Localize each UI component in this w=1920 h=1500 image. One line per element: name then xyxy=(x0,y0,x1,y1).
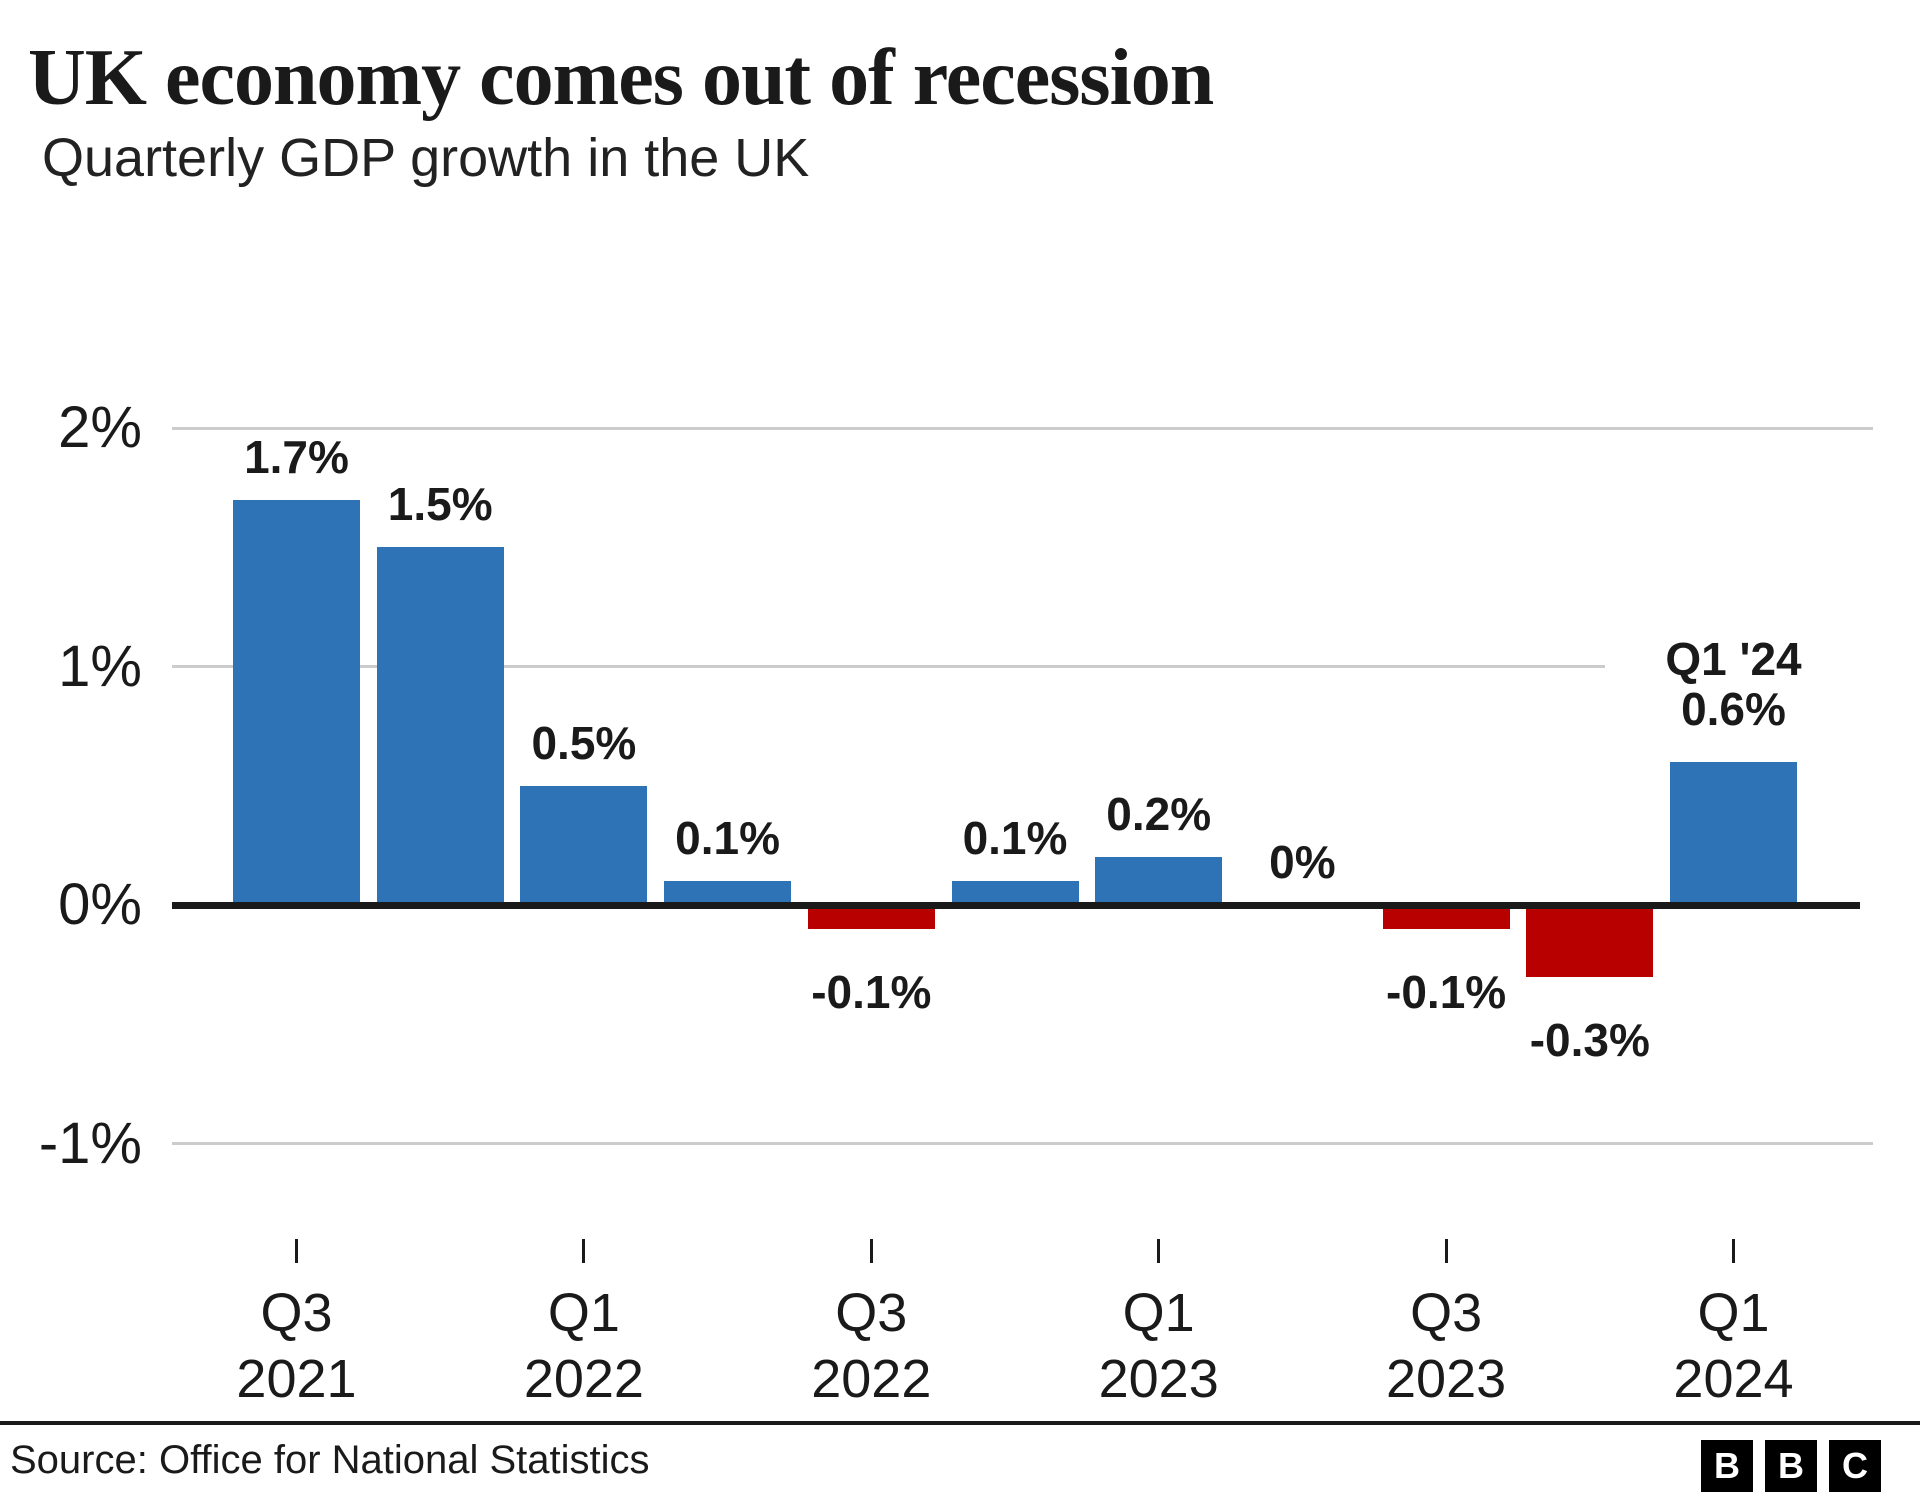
y-axis-label: 2% xyxy=(58,395,142,460)
bbc-logo-letter-c: C xyxy=(1829,1440,1881,1492)
bar-positive xyxy=(664,881,792,905)
y-axis-label: 0% xyxy=(58,872,142,937)
bar-positive xyxy=(1095,857,1223,905)
bar-value-label: 0% xyxy=(1257,837,1348,887)
x-axis-tick xyxy=(1444,1239,1448,1263)
bar-negative xyxy=(1382,905,1510,929)
x-axis-label: Q3 2021 xyxy=(236,1283,357,1409)
bbc-logo: B B C xyxy=(1701,1440,1881,1492)
bar-value-label: 0.2% xyxy=(1094,789,1224,840)
x-axis-tick xyxy=(869,1239,873,1263)
bar-positive xyxy=(376,547,504,905)
bar-positive xyxy=(520,785,648,905)
bar-value-label: -0.1% xyxy=(799,966,944,1017)
bar-positive xyxy=(233,499,360,905)
bar-value-label: -0.1% xyxy=(1374,966,1519,1017)
source-text: Source: Office for National Statistics xyxy=(10,1438,650,1482)
zero-axis-line xyxy=(172,902,1860,909)
bar-value-label: 1.7% xyxy=(232,431,361,482)
x-axis-tick xyxy=(295,1239,298,1263)
bar-value-label: 0.5% xyxy=(519,717,649,768)
bbc-logo-letter-b2: B xyxy=(1765,1440,1817,1492)
y-axis-label: -1% xyxy=(38,1110,142,1176)
x-axis-label: Q1 2022 xyxy=(523,1283,644,1409)
gridline--1% xyxy=(172,1142,1873,1145)
x-axis-tick xyxy=(1157,1239,1161,1263)
x-axis-label: Q1 2024 xyxy=(1673,1283,1794,1409)
bar-positive xyxy=(1670,761,1797,905)
bar-value-label: -0.3% xyxy=(1517,1014,1662,1065)
x-axis-tick xyxy=(582,1239,586,1263)
bar-negative xyxy=(807,905,935,929)
bar-positive xyxy=(951,881,1079,905)
gridline-2% xyxy=(172,426,1873,430)
bar-value-label: 0.1% xyxy=(663,813,793,864)
bbc-logo-letter-b1: B xyxy=(1701,1440,1753,1492)
x-axis-label: Q3 2023 xyxy=(1386,1283,1507,1409)
bar-value-label: 1.5% xyxy=(375,479,505,530)
bar-value-label: Q1 '24 0.6% xyxy=(1635,633,1832,734)
bar-negative xyxy=(1526,905,1654,977)
x-axis-label: Q3 2022 xyxy=(811,1283,932,1409)
y-axis-label: 1% xyxy=(58,633,142,699)
page-title: UK economy comes out of recession xyxy=(28,34,1214,122)
page-subtitle: Quarterly GDP growth in the UK xyxy=(42,128,810,188)
x-axis-tick xyxy=(1732,1239,1735,1263)
bar-value-label: 0.1% xyxy=(950,813,1080,864)
footer-divider xyxy=(0,1421,1920,1425)
gridline-1% xyxy=(172,665,1605,668)
x-axis-label: Q1 2023 xyxy=(1098,1283,1219,1409)
